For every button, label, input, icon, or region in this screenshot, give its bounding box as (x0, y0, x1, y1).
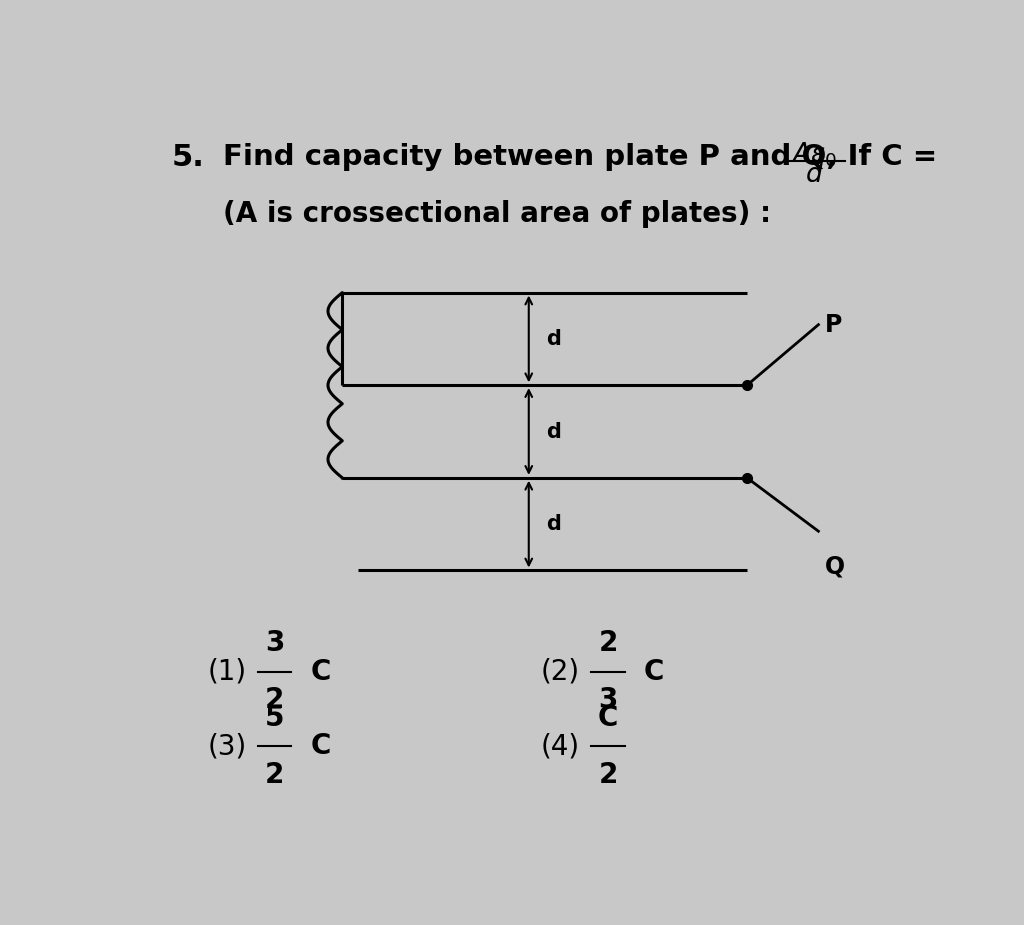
Text: 3: 3 (598, 685, 617, 714)
Text: (1): (1) (207, 658, 247, 685)
Text: d: d (546, 422, 561, 441)
Text: C: C (644, 658, 665, 685)
Text: 3: 3 (265, 629, 285, 658)
Text: 2: 2 (598, 629, 617, 658)
Text: 5.: 5. (172, 143, 205, 172)
Text: 2: 2 (265, 685, 285, 714)
Text: Q: Q (824, 555, 845, 579)
Text: Find capacity between plate P and Q, If C =: Find capacity between plate P and Q, If … (223, 143, 938, 171)
Text: $d$: $d$ (805, 162, 824, 189)
Text: $A\varepsilon_0$: $A\varepsilon_0$ (792, 141, 838, 169)
Text: P: P (824, 313, 842, 337)
Text: C: C (598, 704, 618, 732)
Text: d: d (546, 514, 561, 534)
Text: (2): (2) (541, 658, 580, 685)
Text: (A is crossectional area of plates) :: (A is crossectional area of plates) : (223, 200, 771, 228)
Text: 2: 2 (598, 760, 617, 789)
Text: 5: 5 (265, 704, 285, 732)
Text: (4): (4) (541, 733, 580, 760)
Text: (3): (3) (207, 733, 247, 760)
Text: 2: 2 (265, 760, 285, 789)
Text: d: d (546, 329, 561, 349)
Text: C: C (310, 658, 331, 685)
Text: C: C (310, 733, 331, 760)
